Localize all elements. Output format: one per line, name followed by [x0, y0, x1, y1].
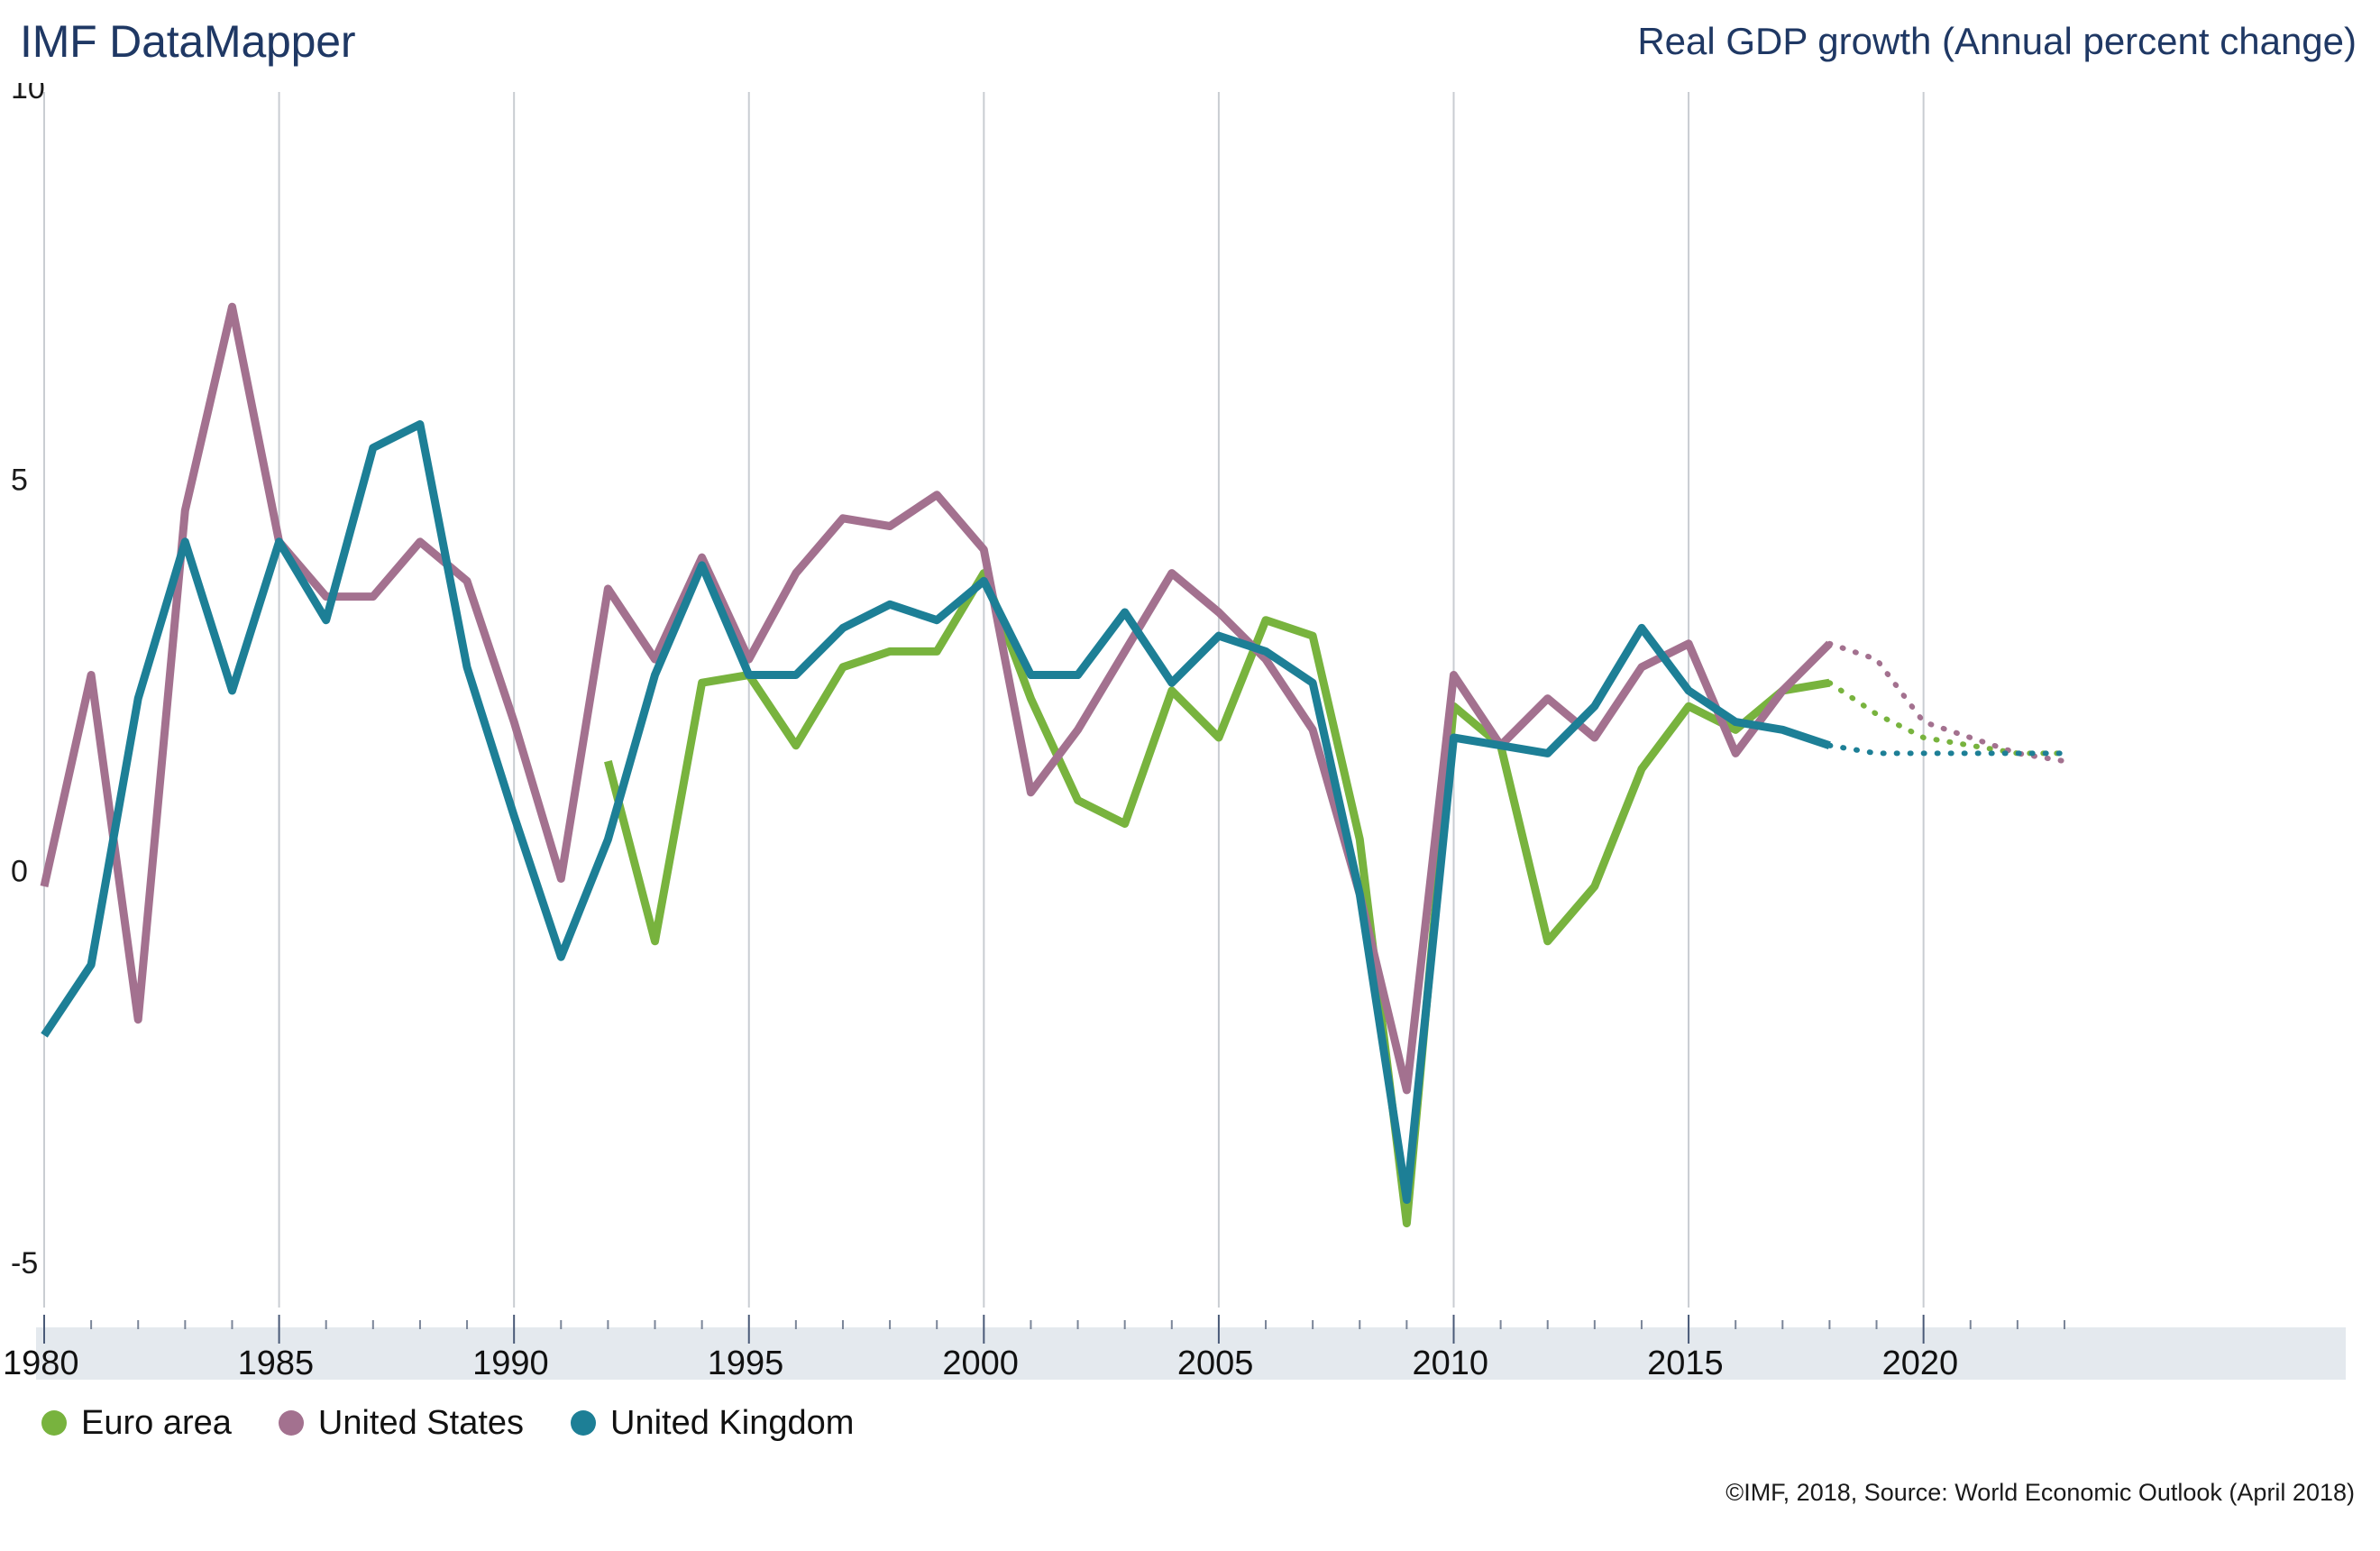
legend-item-euro-area[interactable]: Euro area [41, 1404, 232, 1443]
x-tick-label: 2020 [1882, 1345, 1959, 1382]
series-line-euro-area-forecast [1826, 680, 2067, 757]
legend-item-united-kingdom[interactable]: United Kingdom [571, 1404, 854, 1443]
legend-label: Euro area [81, 1403, 232, 1442]
x-axis-band [36, 1327, 2346, 1380]
chart-legend: Euro area United States United Kingdom [41, 1396, 901, 1450]
series-line-united-kingdom [41, 420, 1831, 1204]
legend-color-dot-icon [41, 1410, 67, 1436]
series-line-united-states-forecast [1826, 640, 2067, 765]
series-lines [40, 302, 2067, 1228]
x-axis-ticks [43, 1315, 2065, 1344]
x-tick-label: 2015 [1647, 1345, 1724, 1382]
legend-color-dot-icon [278, 1410, 304, 1436]
legend-color-dot-icon [571, 1410, 597, 1436]
x-tick-label: 1985 [238, 1345, 315, 1382]
legend-item-united-states[interactable]: United States [278, 1403, 525, 1443]
series-line-united-kingdom-forecast [1826, 742, 2067, 757]
indicator-title: Real GDP growth (Annual percent change) [1637, 20, 2357, 62]
y-tick-label: -5 [11, 1246, 38, 1280]
y-tick-label: 10 [11, 83, 45, 106]
series-line-euro-area [604, 569, 1831, 1228]
y-tick-label: 5 [11, 463, 28, 497]
x-tick-label: 1990 [472, 1345, 549, 1382]
gridlines [43, 92, 1925, 1308]
y-tick-label: 0 [11, 855, 28, 889]
x-tick-label: 2010 [1412, 1345, 1488, 1382]
chart-plot-area: 10 5 0 -5 [0, 83, 2380, 1327]
page-header: IMF DataMapper Real GDP growth (Annual p… [0, 0, 2380, 83]
legend-label: United States [317, 1403, 525, 1442]
page-title: IMF DataMapper [20, 16, 356, 67]
x-axis-svg: 1980 1985 1990 1995 2000 2005 2010 2015 2020 [3, 1315, 2065, 1382]
source-credit: ©IMF, 2018, Source: World Economic Outlo… [1726, 1479, 2355, 1506]
x-tick-label: 1980 [3, 1345, 79, 1382]
x-tick-label: 1995 [708, 1345, 784, 1382]
legend-label: United Kingdom [610, 1403, 855, 1442]
series-line-united-states [40, 302, 1833, 1095]
x-tick-label: 2000 [942, 1345, 1019, 1382]
x-tick-label: 2005 [1177, 1345, 1254, 1382]
x-axis-labels: 1980 1985 1990 1995 2000 2005 2010 2015 2020 [3, 1345, 1958, 1382]
line-chart-svg: 10 5 0 -5 [11, 83, 2067, 1308]
y-axis-labels: 10 5 0 -5 [11, 83, 45, 1280]
